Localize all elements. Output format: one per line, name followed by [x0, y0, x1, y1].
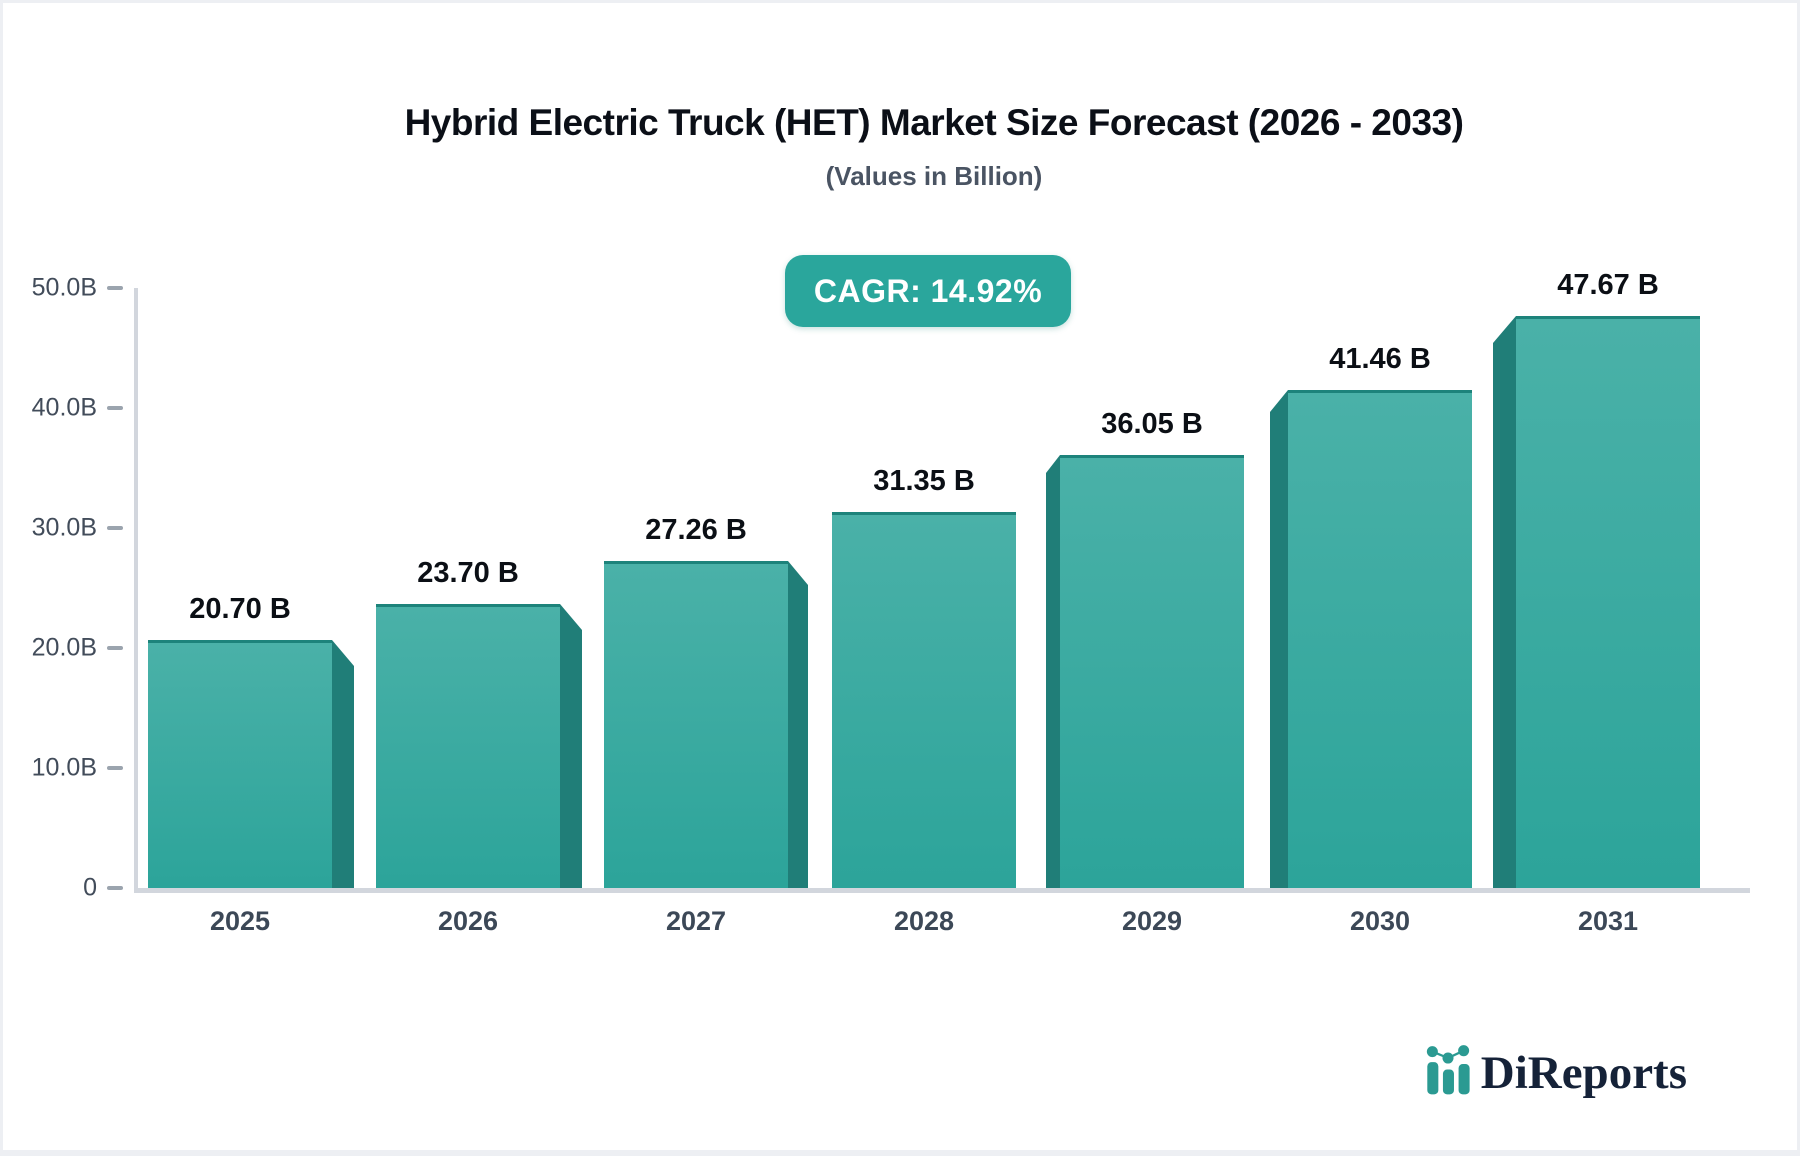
bar-2031	[1516, 316, 1700, 888]
y-tick-dash	[107, 286, 123, 290]
y-tick-label: 0	[83, 873, 97, 902]
bar-value-label: 31.35 B	[873, 465, 975, 497]
x-tick-label-2029: 2029	[1121, 906, 1183, 936]
bar-value-label: 20.70 B	[189, 593, 291, 625]
cagr-badge-label: CAGR: 14.92%	[813, 272, 1043, 309]
bar-side-panel	[560, 604, 582, 888]
bar-line-chart-icon	[1426, 1045, 1470, 1095]
x-tick-label-2026: 2026	[437, 906, 499, 936]
bar-2026	[376, 604, 560, 888]
x-tick-label-2025: 2025	[209, 906, 271, 936]
x-tick-label-2030: 2030	[1349, 906, 1411, 936]
y-tick-dash	[107, 766, 123, 770]
chart-subtitle: (Values in Billion)	[825, 161, 1043, 192]
y-tick-label: 30.0B	[31, 513, 97, 542]
bar-2028	[832, 512, 1016, 888]
bar-value-label: 36.05 B	[1101, 408, 1203, 440]
cagr-badge: CAGR: 14.92%	[785, 255, 1071, 327]
bar-side-panel	[1493, 316, 1516, 888]
y-axis-line	[134, 288, 138, 893]
x-axis-line	[134, 888, 1750, 893]
y-tick-dash	[107, 526, 123, 530]
y-tick-dash	[107, 406, 123, 410]
y-tick-label: 50.0B	[31, 273, 97, 302]
x-tick-label-2031: 2031	[1577, 906, 1639, 936]
x-tick-label-2028: 2028	[893, 906, 955, 936]
chart-header: Hybrid Electric Truck (HET) Market Size …	[134, 99, 1734, 192]
y-tick-label: 20.0B	[31, 633, 97, 662]
bar-value-label: 27.26 B	[645, 514, 747, 546]
brand-logo: DiReports	[1425, 1043, 1687, 1097]
bar-value-label: 41.46 B	[1329, 343, 1431, 375]
bar-side-panel	[788, 561, 808, 888]
bar-2027	[604, 561, 788, 888]
y-tick-label: 40.0B	[31, 393, 97, 422]
logo-text: DiReports	[1480, 1047, 1687, 1099]
bar-side-panel	[332, 640, 354, 888]
bar-value-label: 47.67 B	[1557, 269, 1659, 301]
bar-side-panel	[1046, 455, 1060, 888]
y-tick-dash	[107, 886, 123, 890]
y-tick-dash	[107, 646, 123, 650]
chart-card: Hybrid Electric Truck (HET) Market Size …	[3, 3, 1797, 1150]
y-tick-label: 10.0B	[31, 753, 97, 782]
x-tick-label-2027: 2027	[665, 906, 727, 936]
bar-2025	[148, 640, 332, 888]
bar-2029	[1060, 455, 1244, 888]
chart-title: Hybrid Electric Truck (HET) Market Size …	[404, 102, 1464, 143]
bar-side-panel	[1270, 390, 1288, 888]
bar-value-label: 23.70 B	[417, 557, 519, 589]
bar-2030	[1288, 390, 1472, 888]
